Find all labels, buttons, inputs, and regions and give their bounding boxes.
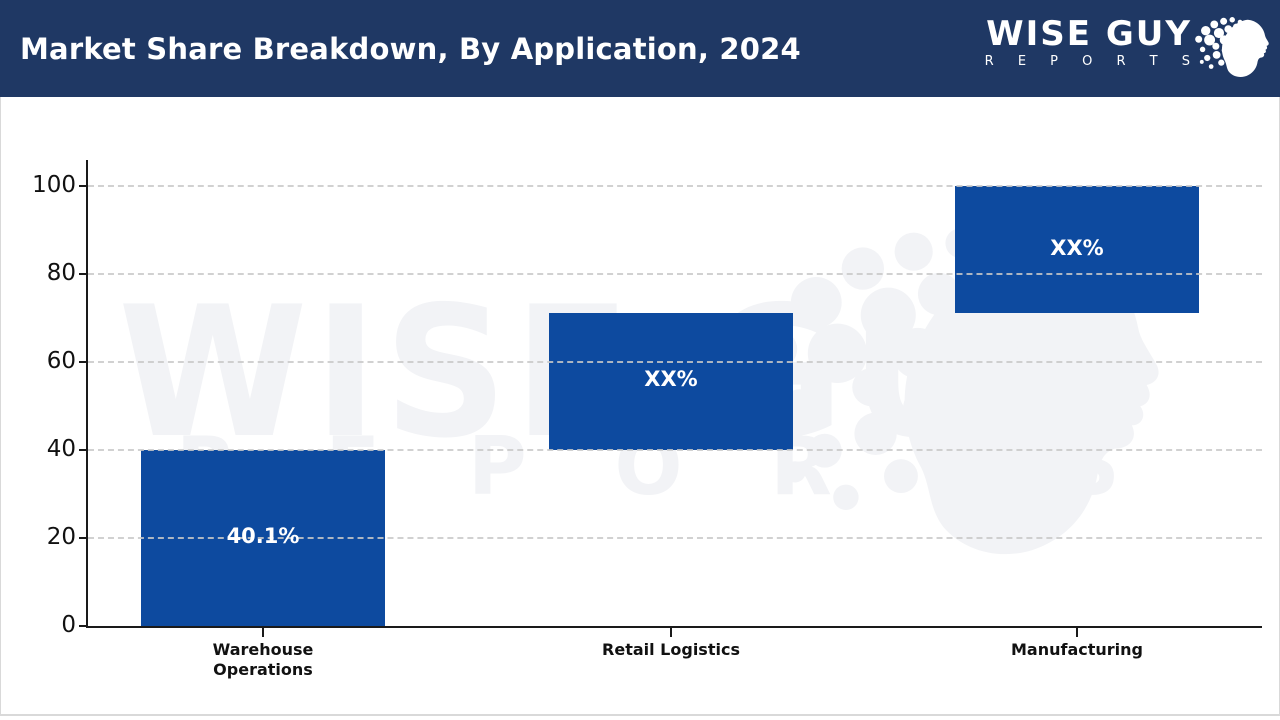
bar-value-label-2: XX% [644,367,698,392]
x-tickmark-2 [670,628,672,637]
brand-logo: WISE GUY R E P O R T S [985,16,1192,69]
y-tick-label-40: 40 [46,436,76,462]
brand-logo-line2: R E P O R T S [984,54,1200,69]
y-tickmark-100 [79,185,88,187]
gridline-80 [88,273,1262,275]
header-bar: Market Share Breakdown, By Application, … [0,0,1280,97]
bar-retail-logistics [549,313,793,450]
y-tickmark-20 [79,537,88,539]
x-tick-label-2: Retail Logistics [602,640,740,659]
x-tickmark-1 [262,628,264,637]
gridline-20 [88,537,1262,539]
y-tick-label-20: 20 [46,524,76,550]
y-axis-line [86,160,88,628]
x-tickmark-3 [1076,628,1078,637]
gridline-60 [88,361,1262,363]
x-axis-line [86,626,1262,628]
bar-value-label-1: 40.1% [226,523,300,548]
y-tickmark-0 [79,625,88,627]
bar-manufacturing [955,186,1199,314]
gridline-100 [88,185,1262,187]
brand-logo-line1: WISE GUY [986,14,1192,54]
y-tick-label-0: 0 [61,612,76,638]
x-tick-label-3: Manufacturing [1011,640,1143,659]
gridline-40 [88,449,1262,451]
chart-title: Market Share Breakdown, By Application, … [20,31,801,66]
y-tick-label-80: 80 [46,260,76,286]
y-tickmark-40 [79,449,88,451]
y-tickmark-60 [79,361,88,363]
y-tick-label-100: 100 [32,172,76,198]
y-tickmark-80 [79,273,88,275]
bar-value-label-3: XX% [1050,235,1104,260]
x-tick-label-1: Warehouse Operations [212,640,314,679]
y-tick-label-60: 60 [46,348,76,374]
